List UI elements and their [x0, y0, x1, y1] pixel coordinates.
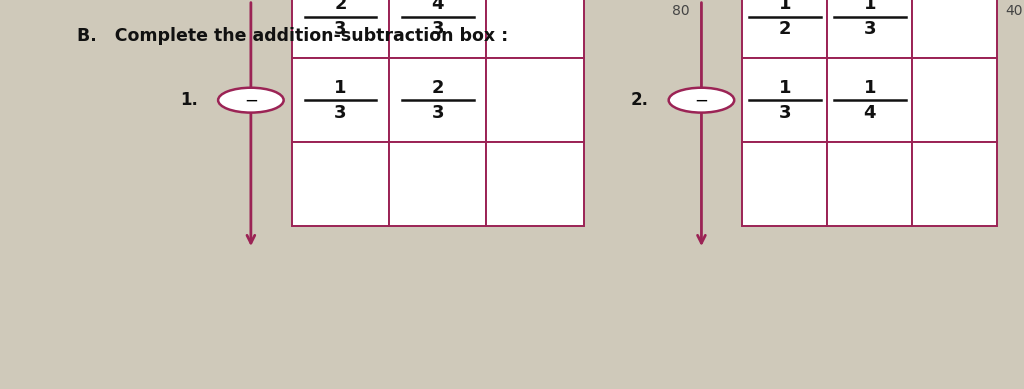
Circle shape: [218, 88, 284, 113]
Text: 3: 3: [431, 103, 444, 122]
Text: 3: 3: [431, 20, 444, 38]
Bar: [742, 142, 827, 226]
Text: 3: 3: [334, 20, 347, 38]
Bar: [912, 58, 997, 142]
Text: 1: 1: [778, 79, 792, 97]
Text: 3: 3: [863, 20, 877, 38]
Text: 2: 2: [334, 0, 347, 13]
Text: −: −: [244, 91, 258, 109]
Text: 2: 2: [778, 20, 792, 38]
Text: 1: 1: [863, 0, 877, 13]
Text: −: −: [694, 91, 709, 109]
Text: 3: 3: [778, 103, 792, 122]
Bar: [389, 142, 486, 226]
Bar: [486, 142, 584, 226]
Bar: [827, 142, 912, 226]
Bar: [912, 0, 997, 58]
Bar: [486, 58, 584, 142]
Bar: [389, 0, 486, 58]
Bar: [742, 0, 827, 58]
Bar: [827, 0, 912, 58]
Text: 4: 4: [863, 103, 877, 122]
Text: 1: 1: [334, 79, 347, 97]
Circle shape: [669, 88, 734, 113]
Bar: [292, 58, 389, 142]
Text: 1: 1: [778, 0, 792, 13]
Text: 4: 4: [431, 0, 444, 13]
Bar: [292, 142, 389, 226]
Text: B.   Complete the addition-subtraction box :: B. Complete the addition-subtraction box…: [77, 27, 508, 45]
Bar: [292, 0, 389, 58]
Bar: [742, 58, 827, 142]
Text: 2.: 2.: [631, 91, 649, 109]
Text: 2: 2: [431, 79, 444, 97]
Bar: [912, 142, 997, 226]
Text: 1: 1: [863, 79, 877, 97]
Text: 40: 40: [1005, 4, 1023, 18]
Text: 3: 3: [334, 103, 347, 122]
Bar: [486, 0, 584, 58]
Text: 1.: 1.: [180, 91, 199, 109]
Bar: [827, 58, 912, 142]
Bar: [389, 58, 486, 142]
Text: 80: 80: [672, 4, 690, 18]
